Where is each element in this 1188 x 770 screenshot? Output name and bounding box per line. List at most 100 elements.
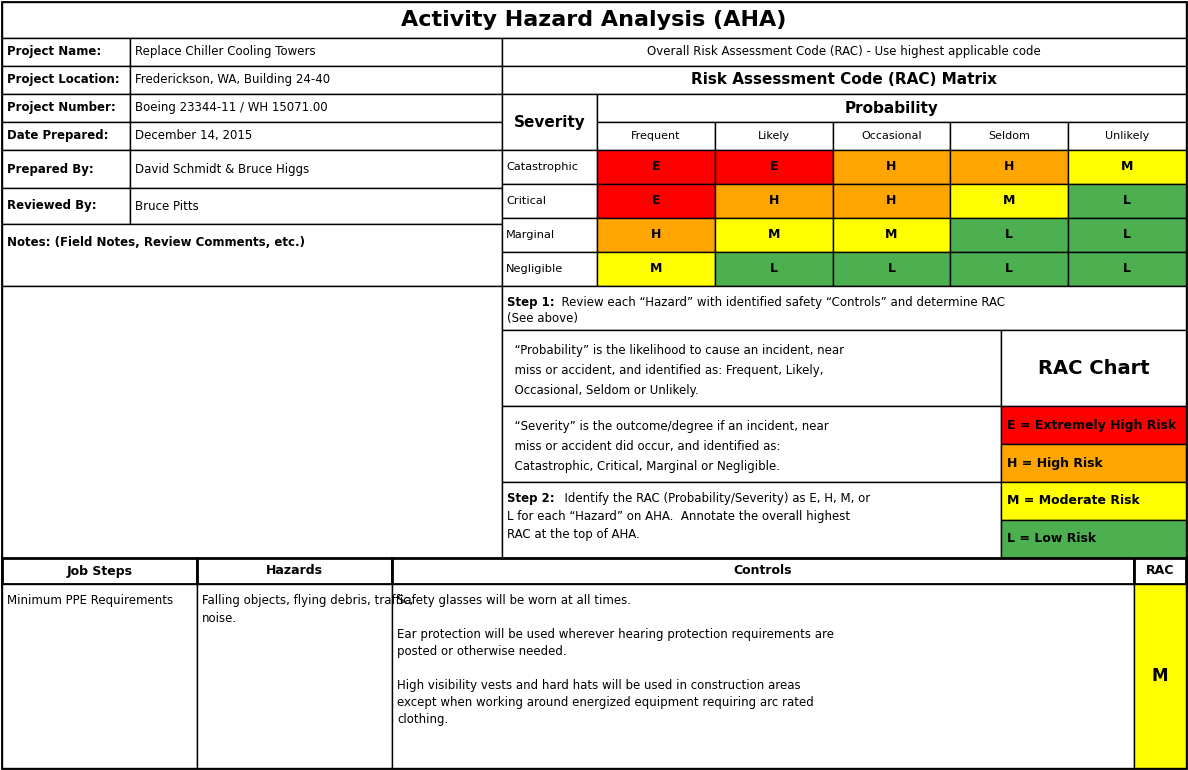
Bar: [129, 122, 503, 150]
Bar: [197, 584, 392, 768]
Text: Identify the RAC (Probability/Severity) as E, H, M, or: Identify the RAC (Probability/Severity) …: [557, 492, 871, 505]
Bar: [2, 66, 129, 94]
Text: Replace Chiller Cooling Towers: Replace Chiller Cooling Towers: [135, 45, 316, 59]
Text: L for each “Hazard” on AHA.  Annotate the overall highest: L for each “Hazard” on AHA. Annotate the…: [507, 510, 851, 523]
Text: Step 2:: Step 2:: [507, 492, 555, 505]
Bar: [2, 150, 129, 188]
Bar: [1001, 482, 1186, 520]
Text: M: M: [1151, 667, 1168, 685]
Text: Occasional, Seldom or Unlikely.: Occasional, Seldom or Unlikely.: [507, 384, 699, 397]
Bar: [2, 94, 129, 122]
Bar: [2, 286, 503, 584]
Text: L: L: [1123, 195, 1131, 207]
Text: L: L: [770, 263, 778, 276]
Bar: [715, 150, 833, 184]
Text: Review each “Hazard” with identified safety “Controls” and determine RAC: Review each “Hazard” with identified saf…: [554, 296, 1005, 309]
Bar: [950, 122, 1068, 150]
Bar: [129, 66, 503, 94]
Bar: [598, 218, 715, 252]
Bar: [1001, 444, 1186, 482]
Bar: [2, 188, 129, 224]
Bar: [715, 218, 833, 252]
Text: H: H: [886, 195, 897, 207]
Text: Activity Hazard Analysis (AHA): Activity Hazard Analysis (AHA): [402, 10, 786, 30]
Text: E = Extremely High Risk: E = Extremely High Risk: [1007, 419, 1176, 431]
Bar: [833, 218, 950, 252]
Text: Bruce Pitts: Bruce Pitts: [135, 199, 198, 213]
Text: RAC Chart: RAC Chart: [1037, 359, 1149, 377]
Bar: [2, 224, 503, 286]
Text: Critical: Critical: [506, 196, 546, 206]
Text: High visibility vests and hard hats will be used in construction areas: High visibility vests and hard hats will…: [397, 679, 801, 692]
Text: Risk Assessment Code (RAC) Matrix: Risk Assessment Code (RAC) Matrix: [691, 72, 997, 88]
Bar: [197, 558, 392, 584]
Bar: [392, 558, 1135, 584]
Bar: [1135, 558, 1186, 584]
Text: M: M: [767, 229, 779, 242]
Text: noise.: noise.: [202, 612, 238, 625]
Text: L: L: [1005, 263, 1013, 276]
Text: miss or accident did occur, and identified as:: miss or accident did occur, and identifi…: [507, 440, 781, 453]
Bar: [2, 584, 197, 768]
Text: L: L: [1123, 229, 1131, 242]
Text: Hazards: Hazards: [266, 564, 323, 578]
Bar: [2, 558, 197, 584]
Text: Occasional: Occasional: [861, 131, 922, 141]
Bar: [950, 218, 1068, 252]
Bar: [503, 482, 1001, 558]
Bar: [129, 188, 503, 224]
Text: Marginal: Marginal: [506, 230, 555, 240]
Text: Overall Risk Assessment Code (RAC) - Use highest applicable code: Overall Risk Assessment Code (RAC) - Use…: [647, 45, 1041, 59]
Text: RAC: RAC: [1145, 564, 1174, 578]
Bar: [503, 286, 1186, 330]
Bar: [833, 252, 950, 286]
Bar: [950, 150, 1068, 184]
Bar: [1001, 406, 1186, 444]
Text: Step 1:: Step 1:: [507, 296, 555, 309]
Bar: [1068, 218, 1186, 252]
Text: Probability: Probability: [845, 101, 939, 116]
Text: M: M: [650, 263, 662, 276]
Text: Project Number:: Project Number:: [7, 102, 115, 115]
Text: David Schmidt & Bruce Higgs: David Schmidt & Bruce Higgs: [135, 162, 309, 176]
Text: Severity: Severity: [513, 115, 586, 129]
Text: L: L: [1123, 263, 1131, 276]
Bar: [2, 38, 129, 66]
Bar: [833, 122, 950, 150]
Text: “Probability” is the likelihood to cause an incident, near: “Probability” is the likelihood to cause…: [507, 344, 845, 357]
Text: Seldom: Seldom: [988, 131, 1030, 141]
Text: Project Location:: Project Location:: [7, 73, 120, 86]
Text: “Severity” is the outcome/degree if an incident, near: “Severity” is the outcome/degree if an i…: [507, 420, 829, 433]
Bar: [1068, 184, 1186, 218]
Bar: [950, 184, 1068, 218]
Bar: [1068, 122, 1186, 150]
Text: (See above): (See above): [507, 312, 579, 325]
Text: except when working around energized equipment requiring arc rated: except when working around energized equ…: [397, 696, 814, 709]
Text: L: L: [887, 263, 896, 276]
Text: H: H: [886, 160, 897, 173]
Bar: [833, 184, 950, 218]
Text: Safety glasses will be worn at all times.: Safety glasses will be worn at all times…: [397, 594, 631, 607]
Text: Negligible: Negligible: [506, 264, 563, 274]
Text: M: M: [1003, 195, 1016, 207]
Text: Prepared By:: Prepared By:: [7, 162, 94, 176]
Text: L: L: [1005, 229, 1013, 242]
Bar: [598, 252, 715, 286]
Bar: [129, 94, 503, 122]
Text: Notes: (Field Notes, Review Comments, etc.): Notes: (Field Notes, Review Comments, et…: [7, 236, 305, 249]
Text: Boeing 23344-11 / WH 15071.00: Boeing 23344-11 / WH 15071.00: [135, 102, 328, 115]
Text: December 14, 2015: December 14, 2015: [135, 129, 252, 142]
Bar: [392, 584, 1135, 768]
Bar: [503, 38, 1186, 66]
Bar: [503, 94, 598, 150]
Text: Date Prepared:: Date Prepared:: [7, 129, 108, 142]
Text: RAC at the top of AHA.: RAC at the top of AHA.: [507, 528, 640, 541]
Text: Ear protection will be used wherever hearing protection requirements are: Ear protection will be used wherever hea…: [397, 628, 834, 641]
Bar: [1068, 252, 1186, 286]
Bar: [598, 150, 715, 184]
Bar: [598, 184, 715, 218]
Text: Project Name:: Project Name:: [7, 45, 101, 59]
Text: M: M: [885, 229, 898, 242]
Bar: [715, 184, 833, 218]
Text: Unlikely: Unlikely: [1105, 131, 1149, 141]
